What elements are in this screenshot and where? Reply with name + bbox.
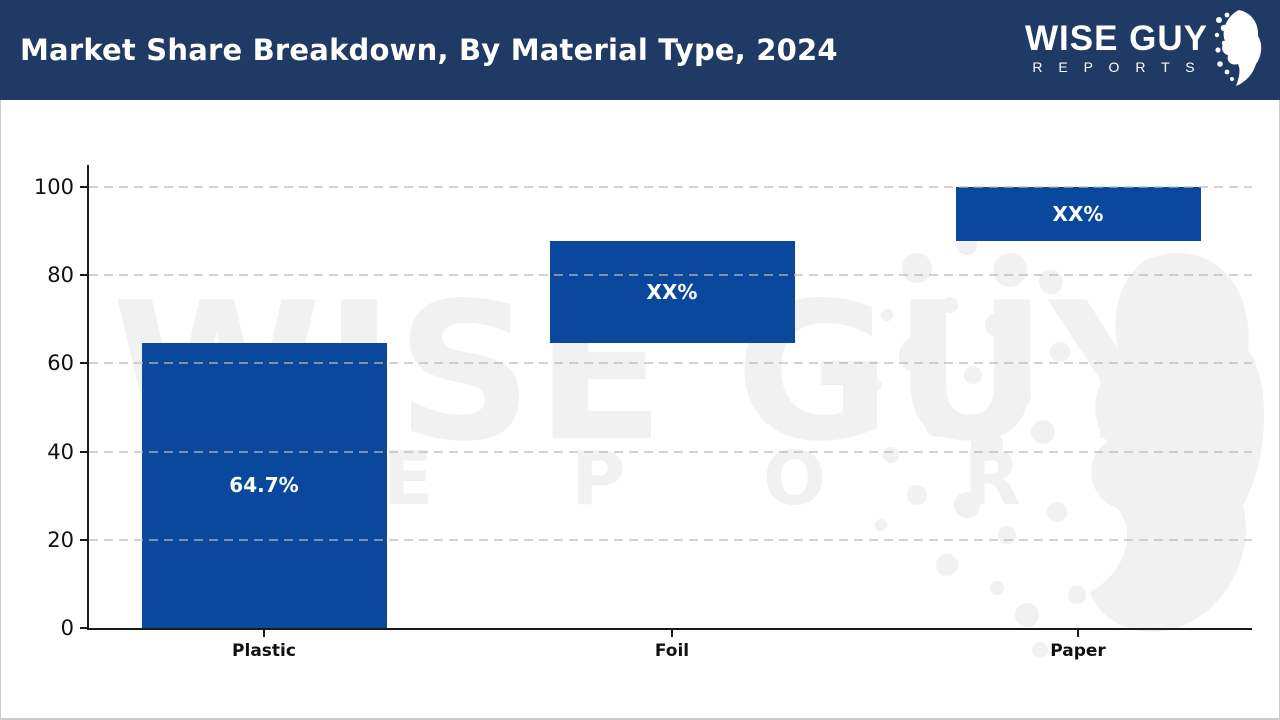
y-axis-tick-label: 0 [60, 616, 74, 640]
y-axis-tick-label: 80 [47, 263, 74, 288]
y-axis-tick-label: 40 [47, 439, 74, 464]
gridline-y40 [89, 450, 1252, 453]
y-axis-tick [80, 274, 88, 277]
logo-face-icon [1214, 10, 1262, 86]
y-axis-tick [80, 186, 88, 188]
x-axis-tick [1077, 629, 1079, 637]
category-label-plastic: Plastic [232, 641, 296, 661]
header-bar: Market Share Breakdown, By Material Type… [0, 0, 1280, 100]
x-axis-tick [263, 629, 265, 637]
bar-value-label-foil: XX% [646, 279, 698, 304]
y-axis-tick-label: 60 [47, 351, 74, 376]
bar-value-label-paper: XX% [1052, 202, 1104, 227]
logo-wordmark: WISE GUY [1024, 18, 1208, 58]
logo-text: WISE GUY R E P O R T S [1024, 18, 1208, 76]
y-axis-tick-label: 20 [47, 527, 74, 552]
x-axis-spine [87, 628, 1252, 630]
gridline-y100 [89, 186, 1252, 188]
wise-guy-reports-logo: WISE GUY R E P O R T S [1025, 8, 1264, 88]
watermark-face-icon [872, 235, 1265, 658]
bar-value-label-plastic: 64.7% [229, 473, 299, 498]
gridline-y60 [89, 362, 1252, 365]
category-label-paper: Paper [1050, 641, 1106, 661]
chart-title: Market Share Breakdown, By Material Type… [20, 33, 838, 67]
x-axis-tick [671, 629, 673, 637]
gridline-y20 [89, 538, 1252, 541]
logo-subtitle: R E P O R T S [1032, 59, 1201, 76]
bar-plastic [141, 342, 387, 628]
bar-foil [549, 241, 795, 343]
y-axis-tick-label: 100 [33, 175, 74, 199]
y-axis-tick [80, 538, 88, 541]
y-axis-tick [80, 362, 88, 365]
bar-paper [955, 187, 1201, 242]
y-axis-spine [87, 164, 89, 630]
y-axis-tick [80, 450, 88, 453]
category-label-foil: Foil [654, 641, 690, 661]
gridline-y80 [89, 274, 1252, 277]
y-axis-tick [80, 627, 88, 629]
